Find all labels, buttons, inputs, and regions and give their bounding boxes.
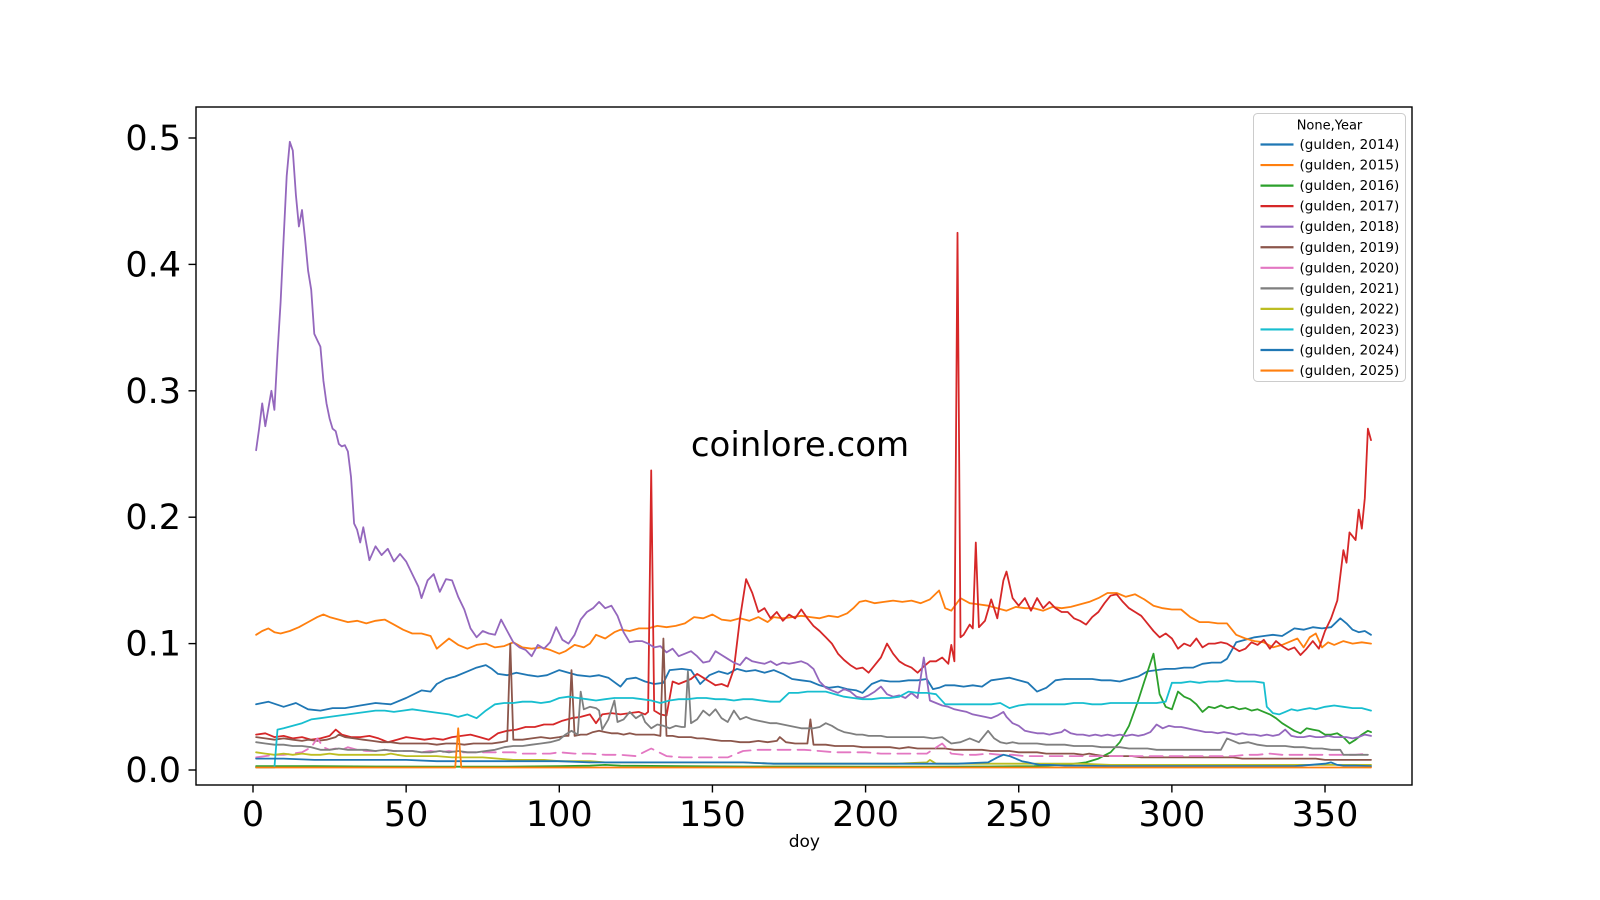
legend-entry-label-2016: (gulden, 2016) xyxy=(1300,178,1400,194)
y-axis-tick-label: 0.5 xyxy=(125,119,181,159)
x-axis-tick-label: 50 xyxy=(384,795,429,835)
legend-entry-label-2015: (gulden, 2015) xyxy=(1300,158,1400,174)
legend-title: None,Year xyxy=(1297,119,1363,134)
legend-entry-label-2017: (gulden, 2017) xyxy=(1300,199,1400,215)
y-axis-tick-label: 0.4 xyxy=(125,245,181,285)
series-line-2015 xyxy=(255,589,1372,655)
legend-entry-label-2019: (gulden, 2019) xyxy=(1300,240,1400,256)
series-line-2022 xyxy=(255,751,1372,766)
legend-entry-label-2018: (gulden, 2018) xyxy=(1300,219,1400,235)
series-line-2024 xyxy=(255,753,1372,768)
legend: None,Year (gulden, 2014) (gulden, 2015) (gu… xyxy=(1253,113,1406,382)
y-axis-tick-label: 0.1 xyxy=(125,625,181,665)
series-line-2023 xyxy=(255,679,1372,769)
legend-box xyxy=(1253,113,1406,382)
series-line-2014 xyxy=(255,617,1372,712)
series-line-2016 xyxy=(255,652,1372,768)
legend-entry-label-2023: (gulden, 2023) xyxy=(1300,322,1400,338)
series-line-2025 xyxy=(255,727,1372,769)
y-axis-tick-label: 0.0 xyxy=(125,751,181,791)
series-line-2018 xyxy=(255,140,1372,740)
plot-area xyxy=(195,106,1413,786)
series-group xyxy=(255,140,1372,769)
x-axis-tick-label: 350 xyxy=(1292,795,1359,835)
legend-entry-label-2014: (gulden, 2014) xyxy=(1300,137,1400,153)
legend-entry-label-2021: (gulden, 2021) xyxy=(1300,281,1400,297)
x-axis-tick-label: 200 xyxy=(832,795,899,835)
y-axis-tick-label: 0.2 xyxy=(125,498,181,538)
legend-entry-label-2022: (gulden, 2022) xyxy=(1300,301,1400,317)
series-line-2021 xyxy=(255,670,1369,756)
series-line-2019 xyxy=(255,637,1372,761)
x-axis-tick-label: 250 xyxy=(985,795,1052,835)
x-axis-tick-label: 150 xyxy=(679,795,746,835)
y-axis-tick-label: 0.3 xyxy=(125,372,181,412)
legend-entry-label-2025: (gulden, 2025) xyxy=(1300,363,1400,379)
legend-entry-label-2024: (gulden, 2024) xyxy=(1300,343,1400,359)
watermark: coinlore.com xyxy=(691,425,909,465)
x-axis-tick-label: 100 xyxy=(526,795,593,835)
legend-entry-label-2020: (gulden, 2020) xyxy=(1300,260,1400,276)
x-axis-tick-label: 300 xyxy=(1138,795,1205,835)
x-axis-label: doy xyxy=(789,832,820,852)
x-axis-tick-label: 0 xyxy=(242,795,264,835)
